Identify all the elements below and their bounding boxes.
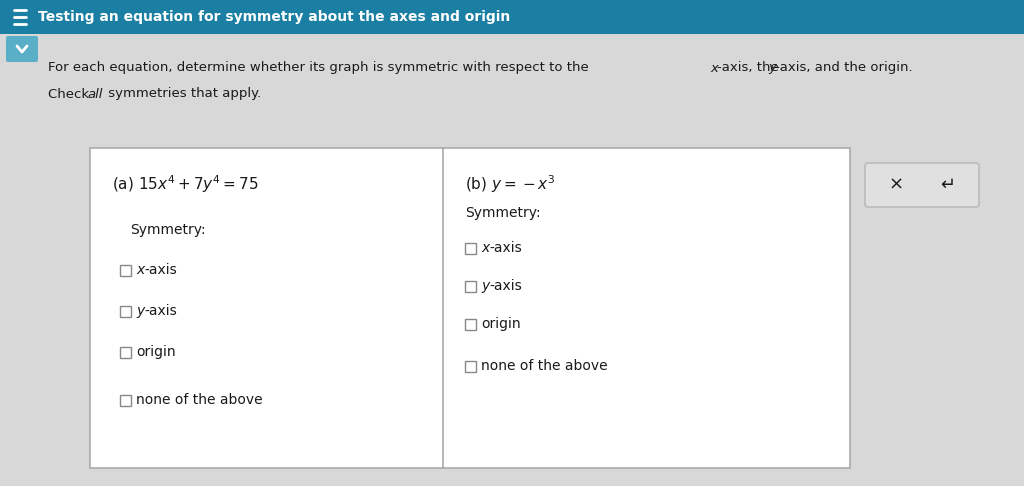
Bar bbox=[465, 361, 476, 371]
FancyBboxPatch shape bbox=[6, 36, 38, 62]
Text: Check: Check bbox=[48, 87, 93, 101]
Text: (b) $y = -x^3$: (b) $y = -x^3$ bbox=[465, 173, 556, 195]
Text: symmetries that apply.: symmetries that apply. bbox=[104, 87, 261, 101]
Text: -axis, and the origin.: -axis, and the origin. bbox=[775, 62, 912, 74]
Text: -axis, the: -axis, the bbox=[717, 62, 783, 74]
Text: Symmetry:: Symmetry: bbox=[465, 206, 541, 220]
Text: Testing an equation for symmetry about the axes and origin: Testing an equation for symmetry about t… bbox=[38, 10, 510, 24]
Text: (a) $15x^4 + 7y^4 = 75$: (a) $15x^4 + 7y^4 = 75$ bbox=[112, 173, 259, 195]
Text: -axis: -axis bbox=[144, 263, 177, 277]
Text: -axis: -axis bbox=[489, 279, 522, 293]
Text: origin: origin bbox=[136, 345, 176, 359]
Text: x: x bbox=[710, 62, 718, 74]
Bar bbox=[90, 148, 850, 468]
Bar bbox=[120, 395, 131, 405]
Text: y: y bbox=[481, 279, 489, 293]
Bar bbox=[465, 318, 476, 330]
Text: none of the above: none of the above bbox=[136, 393, 262, 407]
Text: all: all bbox=[87, 87, 102, 101]
Text: -axis: -axis bbox=[144, 304, 177, 318]
Text: Symmetry:: Symmetry: bbox=[130, 223, 206, 237]
Text: For each equation, determine whether its graph is symmetric with respect to the: For each equation, determine whether its… bbox=[48, 62, 593, 74]
Text: x: x bbox=[136, 263, 144, 277]
Text: y: y bbox=[136, 304, 144, 318]
Text: ↵: ↵ bbox=[940, 176, 955, 194]
Text: ×: × bbox=[889, 176, 903, 194]
Bar bbox=[120, 347, 131, 358]
Text: origin: origin bbox=[481, 317, 521, 331]
Text: none of the above: none of the above bbox=[481, 359, 608, 373]
Bar bbox=[120, 306, 131, 316]
Text: -axis: -axis bbox=[489, 241, 522, 255]
Text: x: x bbox=[481, 241, 489, 255]
Bar bbox=[465, 280, 476, 292]
Bar bbox=[0, 0, 1024, 34]
FancyBboxPatch shape bbox=[865, 163, 979, 207]
Bar bbox=[120, 264, 131, 276]
Bar bbox=[465, 243, 476, 254]
Text: y: y bbox=[768, 62, 776, 74]
